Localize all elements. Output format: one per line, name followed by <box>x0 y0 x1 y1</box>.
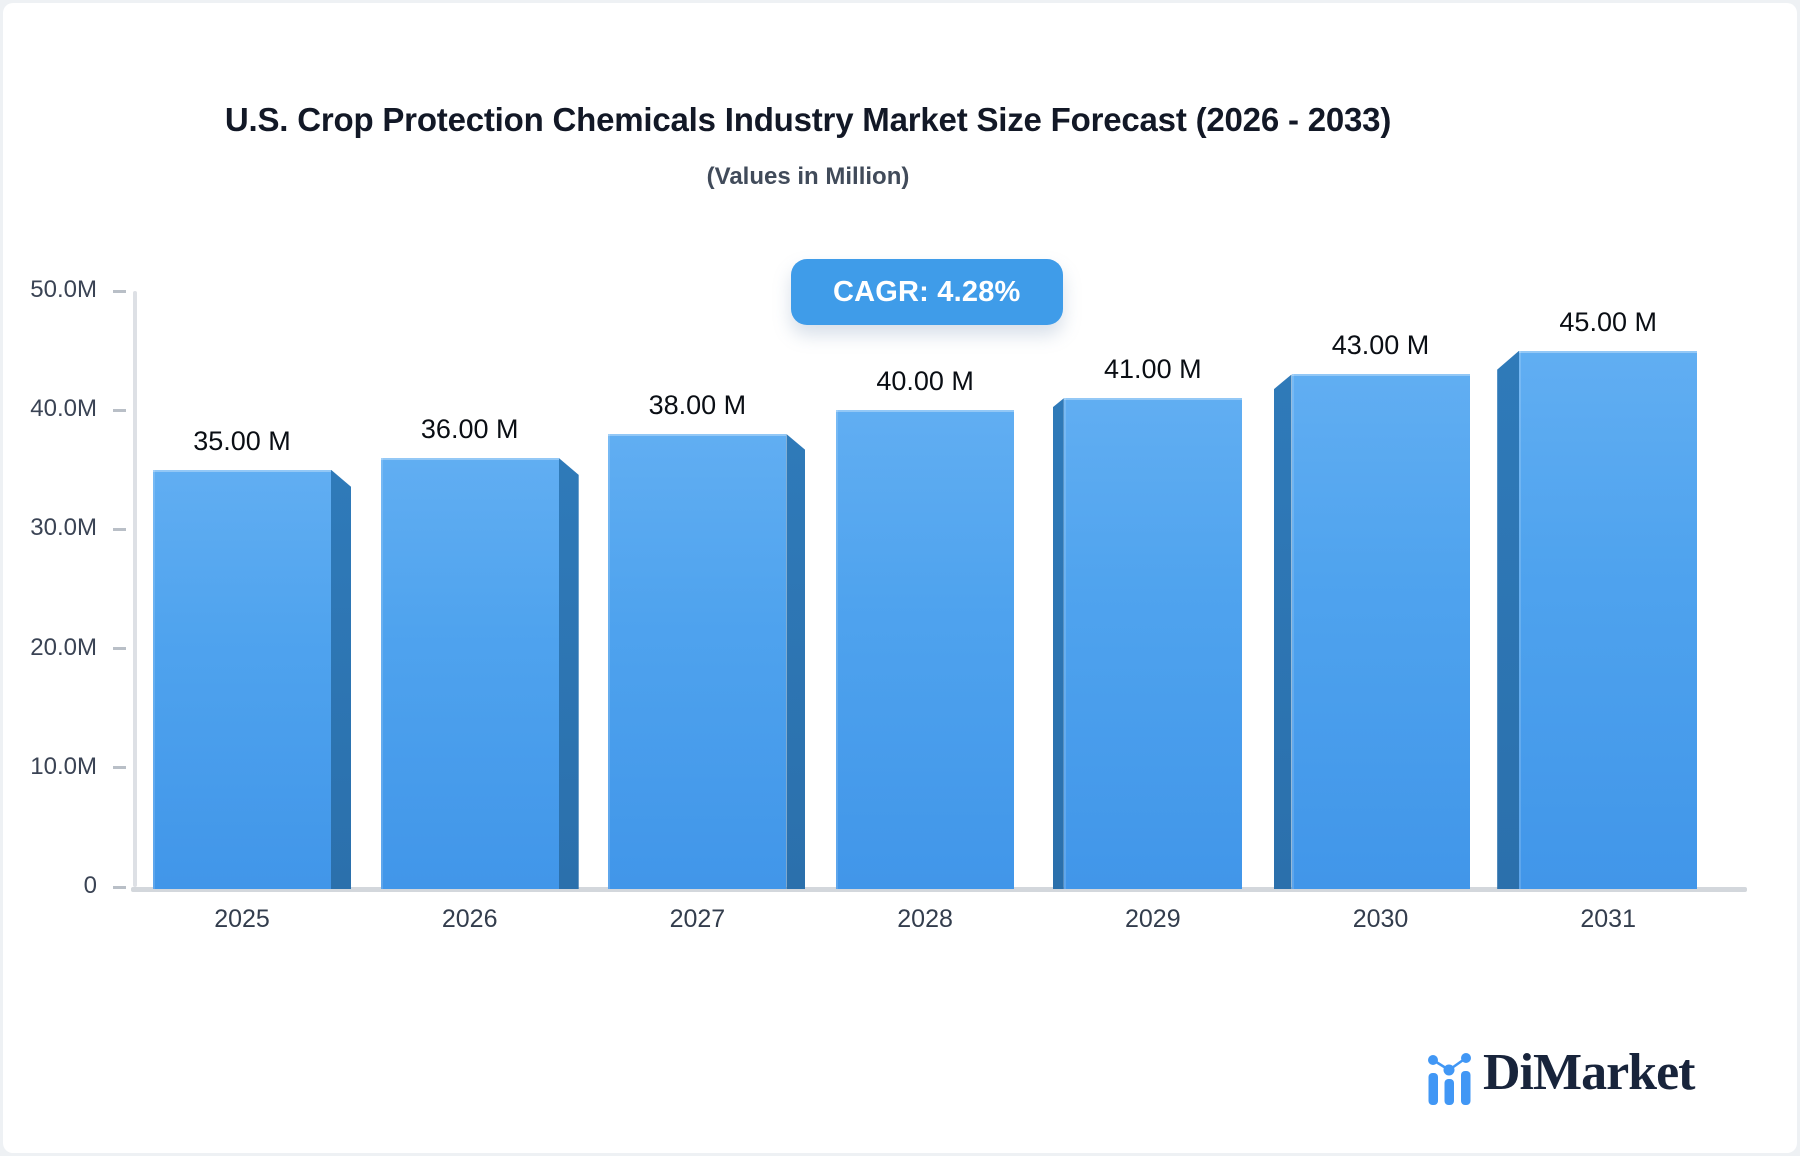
brand-logo-text: DiMarket <box>1483 1044 1695 1101</box>
x-axis-line <box>131 887 1747 892</box>
chart-card: U.S. Crop Protection Chemicals Industry … <box>3 3 1797 1153</box>
bar-value-label: 45.00 M <box>1559 306 1657 337</box>
bar-value-label: 41.00 M <box>1104 354 1202 385</box>
cagr-badge: CAGR: 4.28% <box>791 259 1063 325</box>
bar-2025[interactable] <box>153 469 331 889</box>
bar-side-panel <box>786 434 806 889</box>
y-tick-label: 10.0M <box>30 752 97 780</box>
x-axis-label-2027: 2027 <box>669 905 726 933</box>
y-tick-label: 0 <box>83 872 97 899</box>
mini-bar-chart-icon <box>1428 1053 1471 1105</box>
y-tick-mark <box>113 408 126 412</box>
x-axis-label-2031: 2031 <box>1580 905 1636 933</box>
chart-title: U.S. Crop Protection Chemicals Industry … <box>224 101 1392 138</box>
bar-2030[interactable] <box>1291 374 1470 889</box>
bar-2027[interactable] <box>608 434 787 889</box>
bar-value-label: 36.00 M <box>420 413 519 444</box>
chart-subtitle: (Values in Million) <box>706 163 910 190</box>
bar-value-label: 38.00 M <box>648 390 747 421</box>
y-tick-mark <box>113 527 126 531</box>
bar-side-panel <box>1052 398 1064 889</box>
y-tick-label: 30.0M <box>30 514 97 542</box>
bar-side-panel <box>558 457 579 889</box>
y-tick-mark <box>113 885 126 889</box>
bar-side-panel <box>1497 350 1520 889</box>
y-axis-line <box>133 291 137 887</box>
bar-2031[interactable] <box>1519 350 1698 889</box>
x-axis-label-2030: 2030 <box>1352 905 1409 933</box>
y-tick-mark <box>113 289 126 293</box>
x-axis-label-2029: 2029 <box>1124 905 1181 933</box>
bar-value-label: 43.00 M <box>1331 330 1430 361</box>
bar-value-label: 40.00 M <box>876 366 974 397</box>
cagr-badge-label: CAGR: 4.28% <box>833 275 1021 308</box>
bar-side-panel <box>331 469 351 889</box>
y-tick-label: 50.0M <box>30 276 97 303</box>
y-tick-label: 20.0M <box>30 633 97 661</box>
bar-2029[interactable] <box>1063 398 1242 889</box>
y-tick-label: 40.0M <box>30 395 97 423</box>
y-tick-mark <box>113 766 126 770</box>
y-tick-mark <box>113 647 126 651</box>
plot-area: 0 10.0M 20.0M 30.0M 40.0M 50.0M 35.00 M 2025 36… <box>3 3 1797 1153</box>
bar-2028[interactable] <box>836 410 1015 889</box>
brand-logo: DiMarket <box>1427 1044 1695 1105</box>
x-axis-label-2028: 2028 <box>897 905 953 933</box>
bar-side-panel <box>1273 374 1292 889</box>
bar-value-label: 35.00 M <box>193 425 291 456</box>
x-axis-label-2025: 2025 <box>214 905 270 933</box>
bar-2026[interactable] <box>380 457 559 889</box>
x-axis-label-2026: 2026 <box>441 905 498 933</box>
